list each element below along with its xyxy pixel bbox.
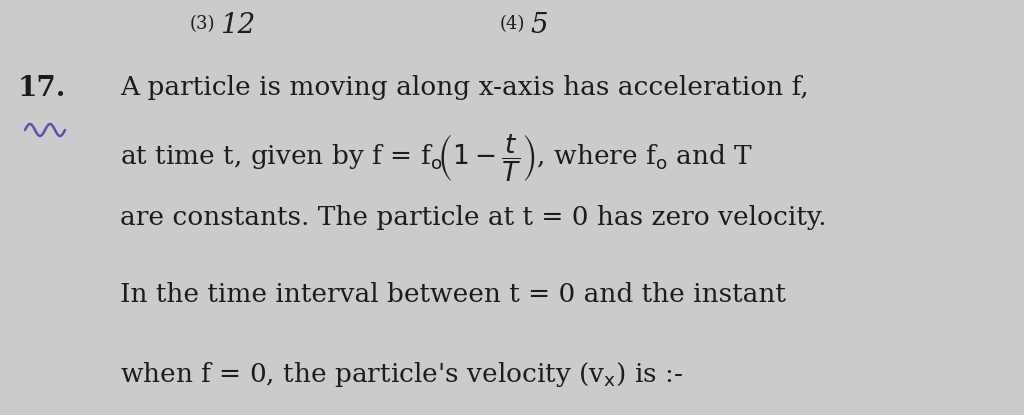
Text: 17.: 17. bbox=[18, 75, 67, 102]
Text: are constants. The particle at t = 0 has zero velocity.: are constants. The particle at t = 0 has… bbox=[120, 205, 826, 230]
Text: at time t, given by f = f$_\mathrm{o}$$\!\left(1-\dfrac{t}{T}\right)$, where f$_: at time t, given by f = f$_\mathrm{o}$$\… bbox=[120, 133, 754, 184]
Text: (3): (3) bbox=[190, 15, 215, 33]
Text: In the time interval between t = 0 and the instant: In the time interval between t = 0 and t… bbox=[120, 282, 785, 307]
Text: A particle is moving along x-axis has acceleration f,: A particle is moving along x-axis has ac… bbox=[120, 75, 809, 100]
Text: (4): (4) bbox=[500, 15, 525, 33]
Text: 12: 12 bbox=[220, 12, 255, 39]
Text: when f = 0, the particle's velocity (v$_\mathrm{x}$) is :-: when f = 0, the particle's velocity (v$_… bbox=[120, 360, 683, 389]
Text: 5: 5 bbox=[530, 12, 548, 39]
